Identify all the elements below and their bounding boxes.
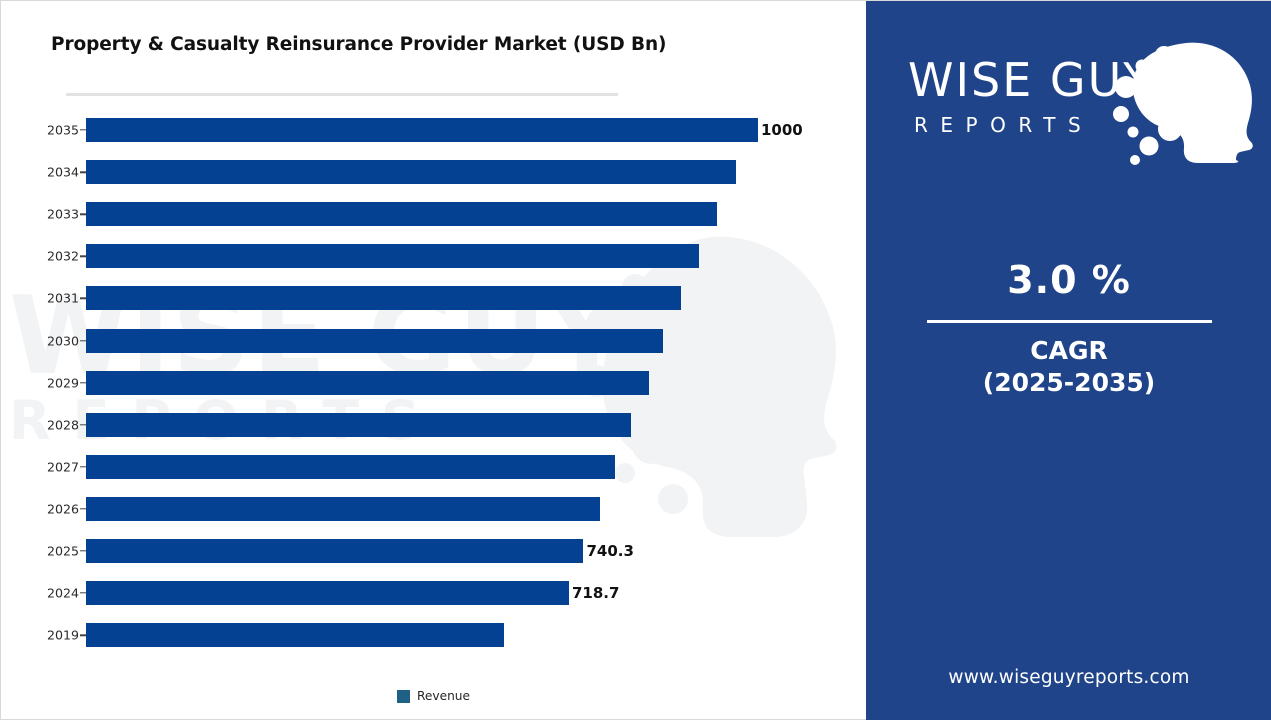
- dotted-head-profile-icon: [1113, 42, 1253, 165]
- y-axis-tick-label: 2027: [46, 459, 79, 475]
- y-axis-tick-label: 2030: [46, 333, 79, 349]
- bar-row: 2030: [1, 319, 866, 361]
- bar-2029[interactable]: [86, 370, 649, 395]
- bar-row: 2031: [1, 277, 866, 319]
- bar-row: 2034: [1, 151, 866, 193]
- chart-legend: Revenue: [1, 689, 866, 703]
- y-axis-tick-label: 2024: [46, 585, 79, 601]
- cagr-divider: [926, 319, 1212, 323]
- y-axis-tick: 2019: [1, 614, 79, 656]
- bar-2025[interactable]: [86, 538, 584, 563]
- legend-label-revenue: Revenue: [416, 689, 471, 703]
- bar-row: 2032: [1, 235, 866, 277]
- cagr-block: 3.0 % CAGR (2025-2035): [866, 258, 1271, 399]
- y-axis-tick: 2027: [1, 446, 79, 488]
- bar-row: 2035 1000: [1, 109, 866, 151]
- bar-row: 2029: [1, 362, 866, 404]
- y-axis-tick: 2030: [1, 319, 79, 361]
- cagr-value: 3.0 %: [1007, 258, 1131, 302]
- bar-2031[interactable]: [86, 286, 681, 311]
- y-axis-tick-mark: [80, 297, 86, 300]
- website-url: www.wiseguyreports.com: [948, 667, 1190, 688]
- y-axis-tick: 2028: [1, 404, 79, 446]
- y-axis-tick: 2032: [1, 235, 79, 277]
- brand-logo-line-1: WISE GUY: [908, 53, 1154, 107]
- y-axis-tick: 2029: [1, 362, 79, 404]
- bar-2033[interactable]: [86, 202, 717, 227]
- y-axis-tick-mark: [80, 171, 86, 173]
- brand-panel: WISE GUY REPORTS 3.0 %: [866, 1, 1271, 720]
- y-axis-tick-label: 2035: [46, 122, 79, 138]
- y-axis-tick-mark: [80, 550, 86, 552]
- brand-logo: WISE GUY REPORTS: [866, 39, 1271, 169]
- y-axis-tick-mark: [80, 213, 86, 215]
- bar-2035[interactable]: [86, 118, 758, 143]
- y-axis-tick-label: 2031: [46, 290, 79, 306]
- y-axis-tick-mark: [80, 508, 86, 510]
- y-axis-tick-label: 2019: [46, 627, 79, 643]
- bar-value-label: 1000: [761, 121, 803, 140]
- y-axis-tick: 2035: [1, 109, 79, 151]
- y-axis-tick: 2025: [1, 530, 79, 572]
- bar-chart-plot: 2035 1000 2034 2033 2032 2031 2030 2029 2028 2027…: [1, 109, 866, 657]
- y-axis-tick-label: 2026: [46, 501, 79, 517]
- y-axis-tick-mark: [80, 466, 86, 468]
- title-divider: [66, 93, 618, 96]
- cagr-label: CAGR: [1030, 335, 1108, 365]
- y-axis-tick-mark: [80, 634, 86, 636]
- bar-2026[interactable]: [86, 496, 600, 521]
- y-axis-tick: 2024: [1, 572, 79, 614]
- cagr-period: (2025-2035): [982, 367, 1156, 397]
- y-axis-tick: 2034: [1, 151, 79, 193]
- y-axis-tick-label: 2025: [46, 543, 79, 559]
- y-axis-tick-label: 2029: [46, 375, 79, 391]
- bar-2027[interactable]: [86, 454, 616, 479]
- bar-2030[interactable]: [86, 328, 663, 353]
- y-axis-tick-label: 2032: [46, 248, 79, 264]
- y-axis-tick-mark: [80, 381, 86, 384]
- y-axis-tick: 2033: [1, 193, 79, 235]
- y-axis-tick-label: 2028: [46, 417, 79, 433]
- chart-title: Property & Casualty Reinsurance Provider…: [51, 34, 667, 55]
- bar-2034[interactable]: [86, 160, 736, 185]
- bar-2028[interactable]: [86, 412, 632, 437]
- brand-logo-text: WISE GUY REPORTS: [908, 57, 1178, 135]
- bar-row: 2019: [1, 614, 866, 656]
- bar-2019[interactable]: [86, 623, 504, 648]
- bar-2032[interactable]: [86, 244, 699, 269]
- bar-row: 2028: [1, 404, 866, 446]
- bar-value-label: 740.3: [586, 541, 634, 560]
- y-axis-tick-label: 2034: [46, 164, 79, 180]
- y-axis-tick: 2026: [1, 488, 79, 530]
- y-axis-tick: 2031: [1, 277, 79, 319]
- chart-panel: WISE GUY REPORTS Property & Casua: [1, 1, 866, 719]
- y-axis-tick-mark: [80, 129, 86, 131]
- bar-row: 2027: [1, 446, 866, 488]
- y-axis-tick-mark: [80, 339, 86, 342]
- y-axis-tick-mark: [80, 592, 86, 594]
- bar-value-label: 718.7: [571, 584, 620, 603]
- bar-row: 2033: [1, 193, 866, 235]
- y-axis-tick-label: 2033: [46, 206, 79, 222]
- y-axis-tick-mark: [80, 255, 86, 258]
- y-axis-tick-mark: [80, 424, 86, 426]
- bar-row: 2026: [1, 488, 866, 530]
- brand-logo-line-2: REPORTS: [914, 113, 1094, 137]
- legend-swatch-revenue: [396, 689, 410, 703]
- bar-2024[interactable]: [86, 581, 569, 606]
- cagr-caption: CAGR (2025-2035): [866, 335, 1271, 399]
- bar-row: 2025 740.3: [1, 530, 866, 572]
- bar-row: 2024 718.7: [1, 572, 866, 614]
